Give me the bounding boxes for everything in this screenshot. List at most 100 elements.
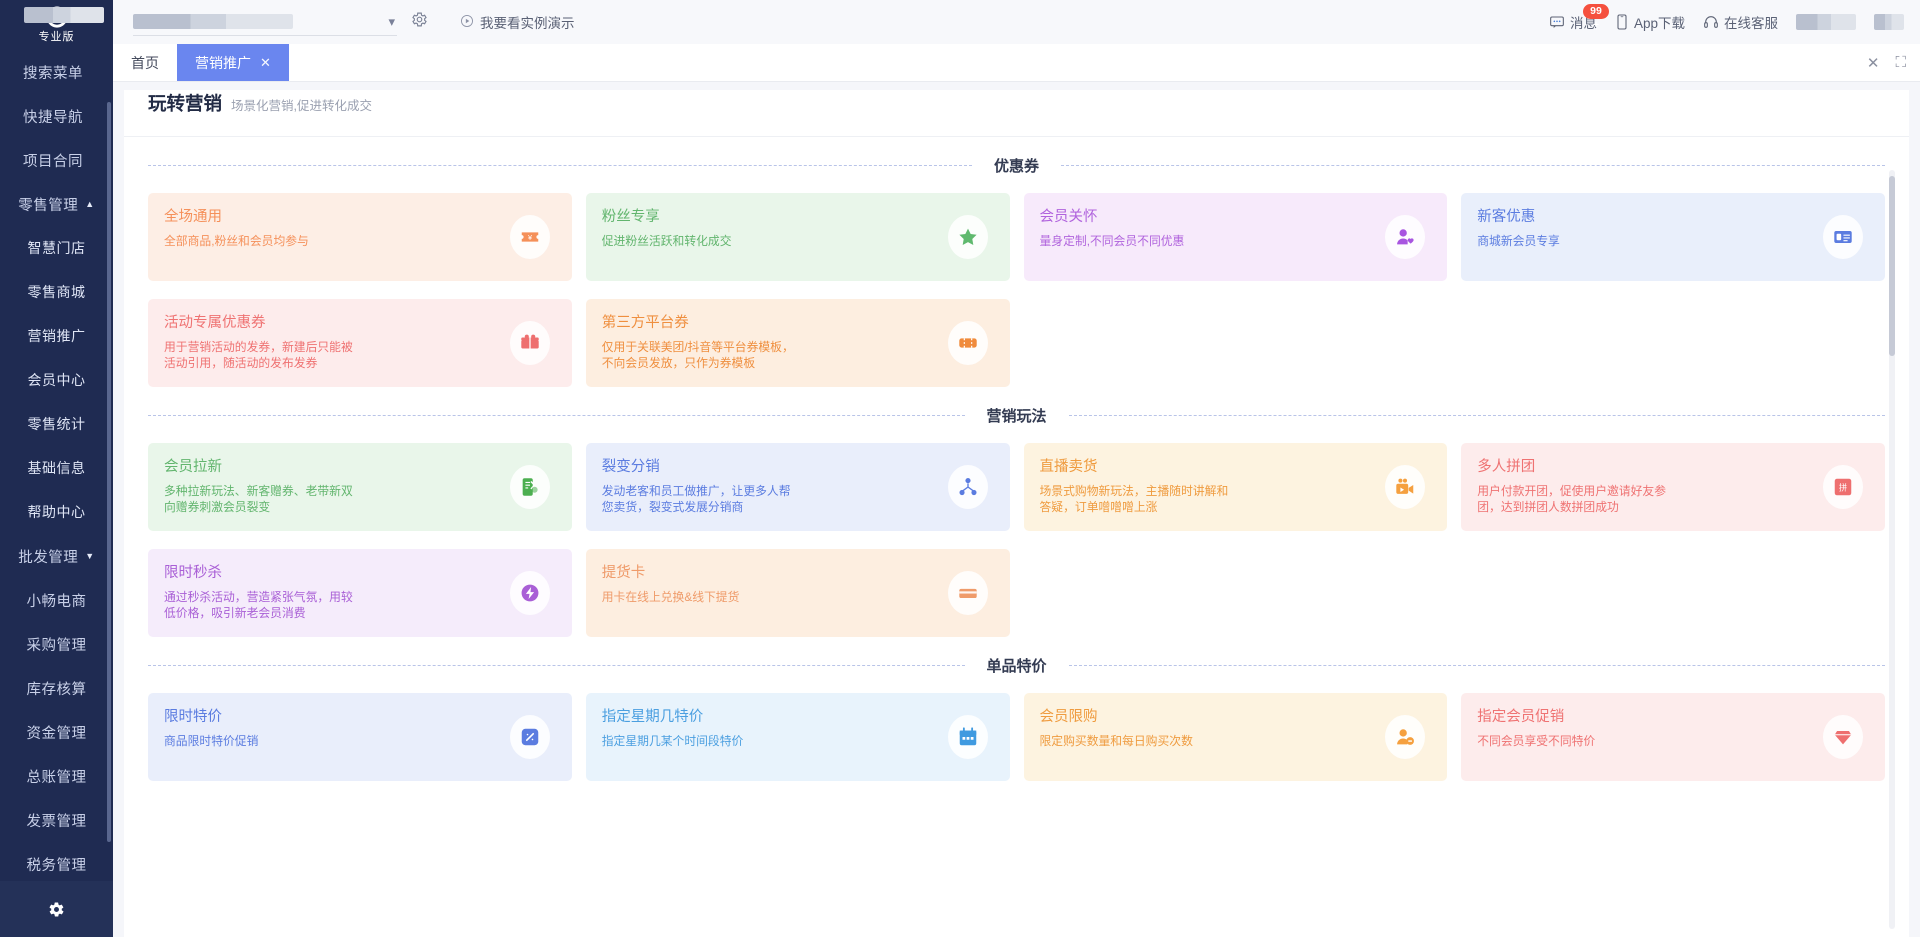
feature-card-title: 活动专属优惠券 — [164, 315, 266, 331]
feature-card-title: 会员关怀 — [1039, 209, 1098, 225]
sidebar-item-12[interactable]: 小畅电商 — [0, 578, 113, 622]
user-avatar-redacted — [1874, 14, 1904, 30]
sidebar-item-18[interactable]: 税务管理 — [0, 842, 113, 881]
sidebar-item-15[interactable]: 资金管理 — [0, 710, 113, 754]
online-service-button[interactable]: 在线客服 — [1703, 12, 1778, 32]
sidebar-item-label: 快捷导航 — [23, 109, 83, 126]
feature-card[interactable]: 直播卖货 场景式购物新玩法，主播随时讲解和 答疑，订单噌噌噌上涨 — [1023, 443, 1448, 531]
sidebar-item-6[interactable]: 营销推广 — [0, 314, 113, 358]
member-heart-icon — [1385, 215, 1426, 259]
marketing-panel: 玩转营销 场景化营销,促进转化成交 优惠券 全场通用 全部商品,粉丝和会员均参与 ¥… — [124, 90, 1909, 937]
play-circle-icon — [460, 14, 474, 31]
coupon-ticket-icon: ¥ — [509, 215, 550, 259]
app-download-label: App下载 — [1633, 16, 1685, 31]
org-value-redacted — [133, 14, 293, 29]
topbar: ▾ 我要看实例演示 — [113, 0, 1920, 44]
app-download-button[interactable]: App下载 — [1615, 12, 1685, 32]
page-subtitle: 场景化营销,促进转化成交 — [231, 99, 372, 113]
sidebar-settings-button[interactable] — [0, 881, 113, 937]
feature-card-desc: 仅用于关联美团/抖音等平台券模板， 不向会员发放，只作为券模板 — [601, 340, 794, 370]
feature-card[interactable]: 限时秒杀 通过秒杀活动，营造紧张气氛，用较 低价格，吸引新老会员消费 — [148, 549, 572, 637]
tab-marketing[interactable]: 营销推广 ✕ — [177, 44, 289, 81]
sidebar-item-label: 营销推广 — [27, 328, 86, 344]
divider-left — [148, 414, 965, 416]
chevron-down-icon[interactable]: ▾ — [388, 14, 395, 29]
member-promo-icon — [1823, 715, 1863, 759]
feature-card-desc: 用于营销活动的发券，新建后只能被 活动引用，随活动的发布发券 — [164, 340, 353, 370]
panel-scrollbar-thumb[interactable] — [1889, 176, 1895, 356]
sidebar-item-label: 基础信息 — [27, 460, 86, 476]
panel-scrollbar-track[interactable] — [1889, 170, 1895, 929]
feature-card-title: 全场通用 — [164, 209, 222, 225]
divider-left — [148, 664, 965, 666]
feature-card-desc: 限定购买数量和每日购买次数 — [1039, 734, 1193, 748]
fullscreen-icon[interactable]: ⛶ — [1895, 54, 1906, 71]
section-title: 优惠券 — [994, 157, 1040, 175]
divider-right — [1068, 414, 1886, 416]
close-all-tabs-icon[interactable]: ✕ — [1866, 54, 1880, 72]
feature-card[interactable]: 多人拼团 用户付款开团，促使用户邀请好友参 团，达到拼团人数拼团成功 拼 — [1461, 443, 1885, 531]
logo-area[interactable]: 专业版 — [0, 0, 113, 44]
feature-card-title: 限时特价 — [164, 709, 222, 725]
feature-card-title: 指定会员促销 — [1477, 709, 1565, 725]
sidebar-item-17[interactable]: 发票管理 — [0, 798, 113, 842]
sidebar-item-14[interactable]: 库存核算 — [0, 666, 113, 710]
sidebar-item-0[interactable]: 搜索菜单 — [0, 50, 113, 94]
feature-card[interactable]: 新客优惠 商城新会员专享 — [1461, 193, 1885, 281]
tab-label: 营销推广 — [195, 54, 251, 71]
feature-card[interactable]: 粉丝专享促进粉丝活跃和转化成交 — [585, 193, 1010, 281]
feature-card-desc: 发动老客和员工做推广，让更多人帮 您卖货，裂变式发展分销商 — [601, 484, 791, 514]
feature-card-desc: 商城新会员专享 — [1477, 234, 1560, 248]
sidebar-item-8[interactable]: 零售统计 — [0, 402, 113, 446]
feature-card-title: 第三方平台券 — [601, 315, 689, 331]
settings-button[interactable] — [411, 11, 428, 33]
feature-card[interactable]: 提货卡 用卡在线上兑换&线下提货 — [585, 549, 1010, 637]
org-select[interactable]: ▾ — [133, 8, 397, 36]
feature-card[interactable]: 第三方平台券仅用于关联美团/抖音等平台券模板， 不向会员发放，只作为券模板 — [585, 299, 1010, 387]
sidebar-item-3[interactable]: 零售管理 ▲ — [0, 182, 113, 226]
divider-left — [148, 164, 972, 166]
feature-card[interactable]: 全场通用全部商品,粉丝和会员均参与 ¥ — [148, 193, 572, 281]
messages-button[interactable]: 消息 99 + — [1549, 4, 1609, 32]
card-grid-special: 限时特价 商品限时特价促销 指定星期几特价 指定星期几某个时间段特价 会员限购 限定购买数… — [148, 693, 1885, 781]
svg-text:¥: ¥ — [528, 233, 533, 242]
sidebar-item-5[interactable]: 零售商城 — [0, 270, 113, 314]
tab-tools: ✕ ⛶ — [1867, 44, 1920, 81]
sidebar-nav: 搜索菜单 快捷导航 项目合同 零售管理 ▲ 智慧门店 零售商城 营销推广 会员中心… — [0, 44, 113, 881]
sidebar-item-7[interactable]: 会员中心 — [0, 358, 113, 402]
sidebar-scrollbar[interactable] — [107, 102, 111, 842]
feature-card[interactable]: 会员关怀 量身定制,不同会员不同优惠 — [1023, 193, 1448, 281]
sidebar-item-13[interactable]: 采购管理 — [0, 622, 113, 666]
sidebar-item-label: 发票管理 — [26, 813, 87, 830]
sidebar: 专业版 搜索菜单 快捷导航 项目合同 零售管理 ▲ 智慧门店 零售商城 营销推广 … — [0, 0, 113, 937]
feature-card-title: 会员拉新 — [164, 459, 222, 475]
tab-home[interactable]: 首页 — [113, 44, 177, 81]
feature-card[interactable]: 指定会员促销不同会员享受不同特价 — [1461, 693, 1885, 781]
feature-card-title: 粉丝专享 — [601, 209, 660, 225]
sidebar-item-label: 总账管理 — [26, 769, 87, 786]
sidebar-item-label: 智慧门店 — [27, 240, 86, 256]
feature-card-title: 多人拼团 — [1477, 459, 1536, 475]
sidebar-item-label: 零售商城 — [27, 284, 86, 300]
sidebar-item-11[interactable]: 批发管理 ▼ — [0, 534, 113, 578]
feature-card[interactable]: 会员限购 限定购买数量和每日购买次数 — [1023, 693, 1448, 781]
sidebar-item-4[interactable]: 智慧门店 — [0, 226, 113, 270]
feature-card[interactable]: 指定星期几特价 指定星期几某个时间段特价 — [585, 693, 1010, 781]
close-icon[interactable]: ✕ — [260, 54, 271, 70]
sidebar-item-9[interactable]: 基础信息 — [0, 446, 113, 490]
demo-link[interactable]: 我要看实例演示 — [460, 12, 575, 32]
feature-card[interactable]: 会员拉新 多种拉新玩法、新客赠券、老带新双 向赠券刺激会员裂变 — [148, 443, 572, 531]
feature-card-desc: 不同会员享受不同特价 — [1477, 734, 1596, 748]
sidebar-item-1[interactable]: 快捷导航 — [0, 94, 113, 138]
sidebar-item-10[interactable]: 帮助中心 — [0, 490, 113, 534]
feature-card-desc: 促进粉丝活跃和转化成交 — [601, 234, 732, 248]
sidebar-item-16[interactable]: 总账管理 — [0, 754, 113, 798]
sidebar-item-2[interactable]: 项目合同 — [0, 138, 113, 182]
feature-card-desc: 全部商品,粉丝和会员均参与 — [164, 234, 309, 248]
sidebar-item-label: 零售统计 — [27, 416, 86, 432]
sidebar-item-label: 零售管理 — [18, 197, 79, 214]
feature-card[interactable]: 限时特价 商品限时特价促销 — [148, 693, 572, 781]
feature-card[interactable]: 裂变分销 发动老客和员工做推广，让更多人帮 您卖货，裂变式发展分销商 — [585, 443, 1010, 531]
feature-card[interactable]: 活动专属优惠券用于营销活动的发券，新建后只能被 活动引用，随活动的发布发券 — [148, 299, 572, 387]
